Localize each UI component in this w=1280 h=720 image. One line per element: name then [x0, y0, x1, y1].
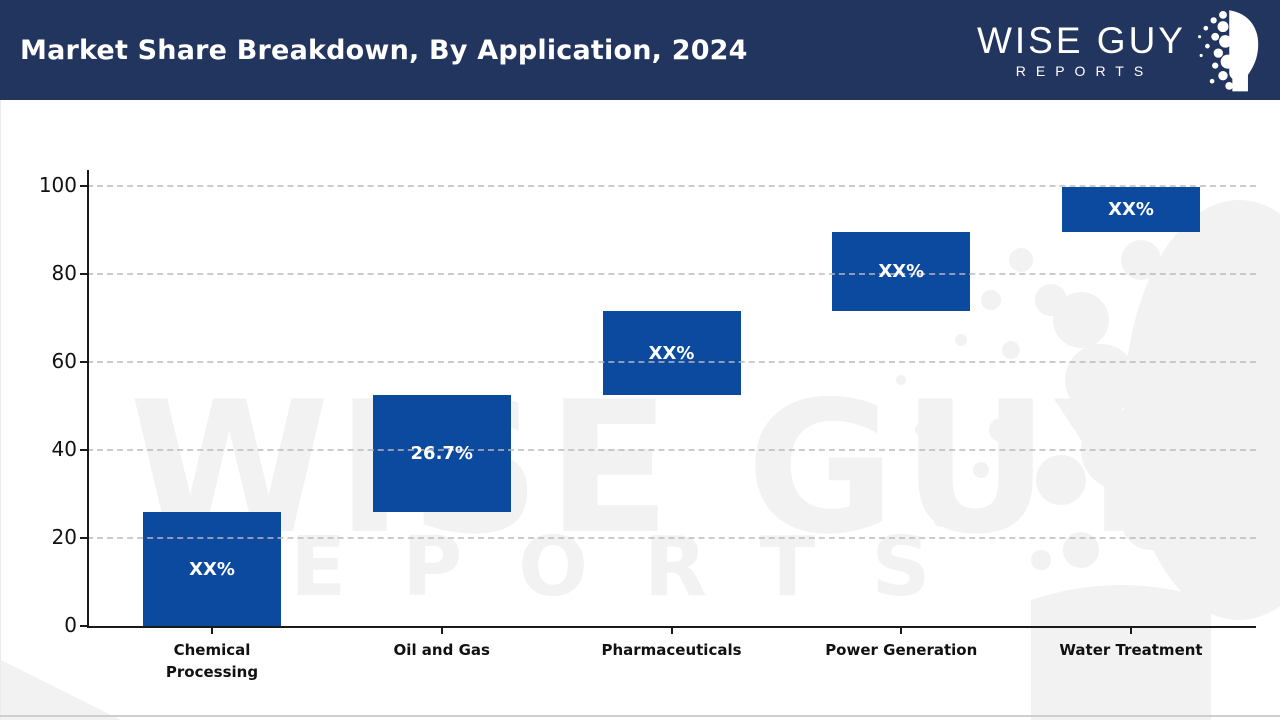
- xtick-mark-3: [900, 628, 903, 634]
- gridline-60: [87, 361, 1256, 363]
- category-label-4: Water Treatment: [1059, 641, 1203, 659]
- category-label-3: Power Generation: [825, 641, 978, 659]
- ytick-label-100: 100: [38, 173, 77, 197]
- bottom-divider: [0, 715, 1280, 717]
- brand-logo: WISE GUY REPORTS: [977, 0, 1262, 100]
- bar-label-4: XX%: [1108, 199, 1154, 221]
- bar-label-3: XX%: [878, 261, 925, 283]
- gridline-100: [87, 185, 1256, 187]
- ytick-mark-80: [80, 273, 87, 275]
- xtick-mark-4: [1130, 628, 1132, 634]
- bar-2: [602, 311, 741, 395]
- page-title: Market Share Breakdown, By Application, …: [20, 34, 748, 66]
- brand-logo-text: WISE GUY REPORTS: [976, 19, 1186, 79]
- header-bar: Market Share Breakdown, By Application, …: [0, 0, 1280, 100]
- gridline-20: [87, 537, 1256, 539]
- bar-0: [143, 512, 281, 626]
- brand-subtitle: REPORTS: [1015, 62, 1154, 79]
- ytick-mark-100: [80, 185, 87, 187]
- bar-1: [372, 395, 511, 513]
- chart-canvas: WISE GUY REPORTS 0 20 40 60 80 100 XX% 26.7% XX%…: [0, 100, 1280, 720]
- xtick-mark-0: [211, 628, 213, 634]
- ytick-label-80: 80: [51, 261, 77, 285]
- y-axis-spine: [87, 170, 89, 628]
- ytick-mark-60: [80, 361, 87, 363]
- ytick-mark-0: [80, 625, 87, 627]
- brand-name: WISE GUY: [976, 19, 1186, 61]
- category-label-2: Pharmaceuticals: [601, 641, 742, 659]
- bar-label-0: XX%: [189, 558, 235, 580]
- gridline-40: [87, 449, 1256, 451]
- category-label-0: Chemical Processing: [165, 641, 259, 681]
- dotted-head-icon: [1198, 10, 1259, 92]
- ytick-mark-20: [80, 537, 87, 539]
- bar-label-1: 26.7%: [410, 443, 473, 465]
- ytick-label-60: 60: [51, 349, 77, 373]
- bar-4: [1062, 186, 1200, 233]
- ytick-label-40: 40: [51, 437, 77, 461]
- ytick-label-0: 0: [64, 613, 77, 637]
- xtick-mark-2: [670, 628, 673, 634]
- watermark-subtitle: REPORTS: [171, 520, 987, 615]
- bar-3: [832, 232, 971, 312]
- xtick-mark-1: [440, 628, 443, 634]
- ytick-label-20: 20: [51, 525, 77, 549]
- gridline-80: [87, 273, 1256, 275]
- category-label-1: Oil and Gas: [393, 641, 490, 659]
- ytick-mark-40: [80, 449, 87, 451]
- bar-label-2: XX%: [648, 342, 695, 364]
- x-axis-spine: [87, 626, 1256, 628]
